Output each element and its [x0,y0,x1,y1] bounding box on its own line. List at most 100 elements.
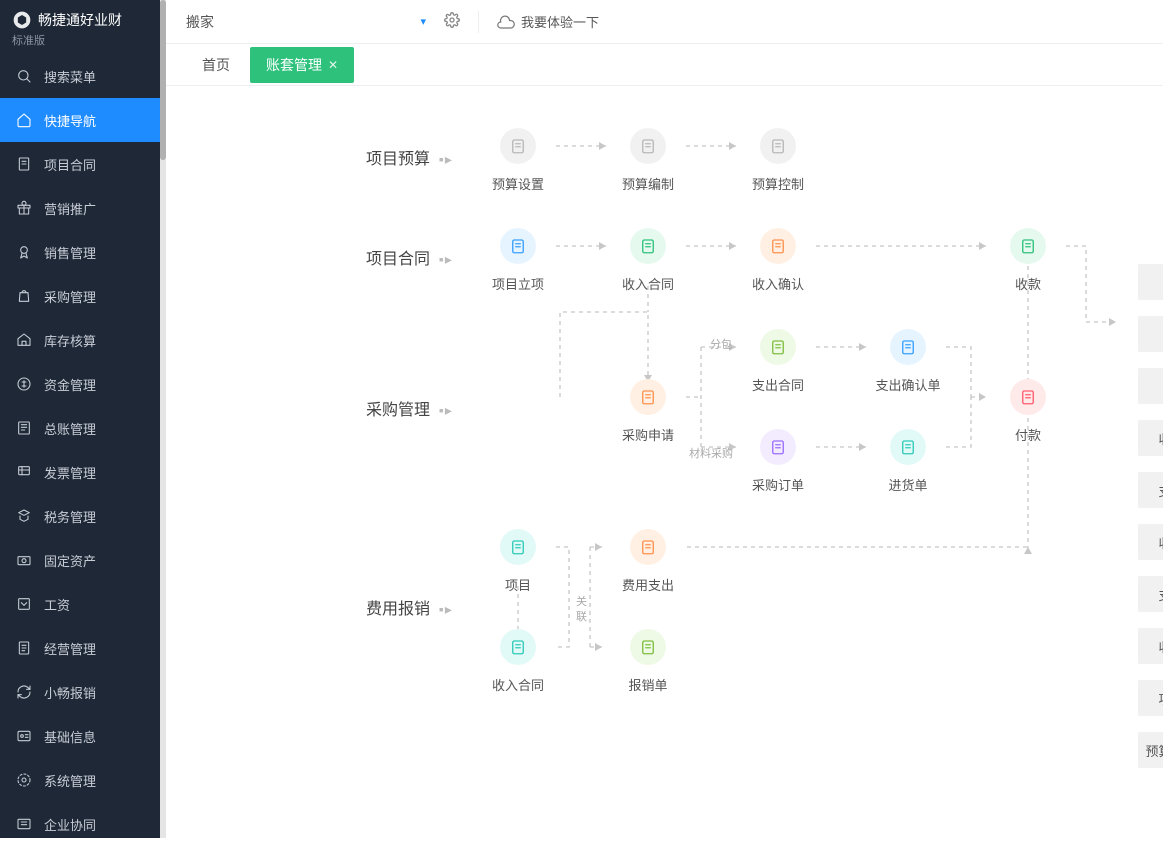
node-label: 收入合同 [608,274,688,293]
org-name: 搬家 [186,12,214,32]
sidebar-item-5[interactable]: 采购管理 [0,274,160,318]
node-inc-contract2[interactable]: 收入合同 [478,629,558,694]
edge-label: 分包 [710,336,732,352]
sidebar-item-label: 采购管理 [44,287,96,306]
chevron-down-icon: ▾ [420,15,426,28]
arrow-layer [166,86,1163,836]
stat-button-4[interactable]: 支出合同工作台 [1138,472,1163,508]
sidebar-item-label: 工资 [44,595,70,614]
sidebar-item-11[interactable]: 固定资产 [0,538,160,582]
row-title: 项目合同 ▪▸ [366,245,453,269]
stat-button-1[interactable]: 收入合同看板 [1138,316,1163,352]
node-label: 支出合同 [738,375,818,394]
node-reimb[interactable]: 报销单 [608,629,688,694]
sidebar-item-3[interactable]: 营销推广 [0,186,160,230]
sidebar-item-8[interactable]: 总账管理 [0,406,160,450]
row-title: 费用报销 ▪▸ [366,595,453,619]
stat-button-0[interactable]: 项目看板 [1138,264,1163,300]
asset-icon [16,552,32,568]
node-exp-out[interactable]: 费用支出 [608,529,688,594]
receipt-icon [16,464,32,480]
sidebar-item-17[interactable]: 企业协同 [0,802,160,846]
node-label: 进货单 [868,475,948,494]
node-label: 采购申请 [608,425,688,444]
org-selector[interactable]: 搬家 ▾ [186,12,426,32]
tab-label: 首页 [202,55,230,75]
badge-icon [16,244,32,260]
sidebar-item-label: 基础信息 [44,727,96,746]
node-label: 预算控制 [738,174,818,193]
stat-button-5[interactable]: 收入合同统计表 [1138,524,1163,560]
coin-icon [16,376,32,392]
sidebar-item-12[interactable]: 工资 [0,582,160,626]
topbar: 搬家 ▾ 我要体验一下 [166,0,1163,44]
sidebar-item-14[interactable]: 小畅报销 [0,670,160,714]
node-receipt[interactable]: 收款 [988,228,1068,293]
node-goods-in[interactable]: 进货单 [868,429,948,494]
node-pur-order[interactable]: 采购订单 [738,429,818,494]
tabs: 首页 账套管理 ✕ [166,44,1163,86]
sidebar-item-9[interactable]: 发票管理 [0,450,160,494]
node-label: 收入确认 [738,274,818,293]
tab-1[interactable]: 账套管理 ✕ [250,47,354,83]
sidebar-item-label: 销售管理 [44,243,96,262]
sidebar-item-0[interactable]: 搜索菜单 [0,54,160,98]
close-icon[interactable]: ✕ [328,58,338,72]
node-label: 项目 [478,575,558,594]
sidebar-item-label: 搜索菜单 [44,67,96,86]
edge-label: 联 [576,608,587,624]
stat-button-8[interactable]: 项目预算执行表 [1138,680,1163,716]
node-bud-set: 预算设置 [478,128,558,193]
stat-button-6[interactable]: 支出合同统计表 [1138,576,1163,612]
brand-logo-icon [12,10,32,30]
node-label: 收款 [988,274,1068,293]
node-inc-confirm[interactable]: 收入确认 [738,228,818,293]
house-icon [16,332,32,348]
node-label: 预算编制 [608,174,688,193]
tab-label: 账套管理 [266,55,322,75]
sidebar-item-13[interactable]: 经营管理 [0,626,160,670]
sidebar-item-label: 经营管理 [44,639,96,658]
sidebar-item-10[interactable]: 税务管理 [0,494,160,538]
node-exp-contract[interactable]: 支出合同 [738,329,818,394]
sidebar-item-label: 系统管理 [44,771,96,790]
sidebar-item-label: 资金管理 [44,375,96,394]
cloud-icon [497,13,515,31]
node-label: 采购订单 [738,475,818,494]
node-pur-req[interactable]: 采购申请 [608,379,688,444]
sidebar-item-2[interactable]: 项目合同 [0,142,160,186]
stat-button-9[interactable]: 预算成本分析对比表 [1138,732,1163,768]
tab-0[interactable]: 首页 [186,47,246,83]
stat-button-7[interactable]: 收入合同执行表 [1138,628,1163,664]
node-label: 费用支出 [608,575,688,594]
sidebar-item-label: 固定资产 [44,551,96,570]
sidebar-item-4[interactable]: 销售管理 [0,230,160,274]
gift-icon [16,200,32,216]
flow-canvas: 项目预算 ▪▸ 项目合同 ▪▸ 采购管理 ▪▸ 费用报销 ▪▸ 预算设置预算编制 预算控制… [166,86,1163,838]
sidebar-item-16[interactable]: 系统管理 [0,758,160,802]
node-pay[interactable]: 付款 [988,379,1068,444]
refresh-icon [16,684,32,700]
node-proj-init[interactable]: 项目立项 [478,228,558,293]
sidebar-item-7[interactable]: 资金管理 [0,362,160,406]
sidebar-item-15[interactable]: 基础信息 [0,714,160,758]
experience-link[interactable]: 我要体验一下 [497,12,599,31]
edge-label: 材料采购 [689,445,733,461]
main-area: 搬家 ▾ 我要体验一下 首页 账套管理 ✕ 项目预算 ▪▸ 项目合同 ▪▸ 采购管理 ▪… [166,0,1163,838]
sidebar-item-label: 快捷导航 [44,111,96,130]
edge-label: 关 [576,593,587,609]
card-icon [16,728,32,744]
ledger-icon [16,420,32,436]
brand: 畅捷通好业财 [0,0,160,32]
node-inc-contract[interactable]: 收入合同 [608,228,688,293]
sidebar-item-6[interactable]: 库存核算 [0,318,160,362]
collab-icon [16,816,32,832]
stat-button-3[interactable]: 收入合同工作台 [1138,420,1163,456]
row-title: 采购管理 ▪▸ [366,396,453,420]
sidebar-item-1[interactable]: 快捷导航 [0,98,160,142]
gear-icon[interactable] [444,12,460,31]
node-proj[interactable]: 项目 [478,529,558,594]
stat-button-2[interactable]: 支出合同看板 [1138,368,1163,404]
node-exp-confirm[interactable]: 支出确认单 [868,329,948,394]
row-title: 项目预算 ▪▸ [366,145,453,169]
